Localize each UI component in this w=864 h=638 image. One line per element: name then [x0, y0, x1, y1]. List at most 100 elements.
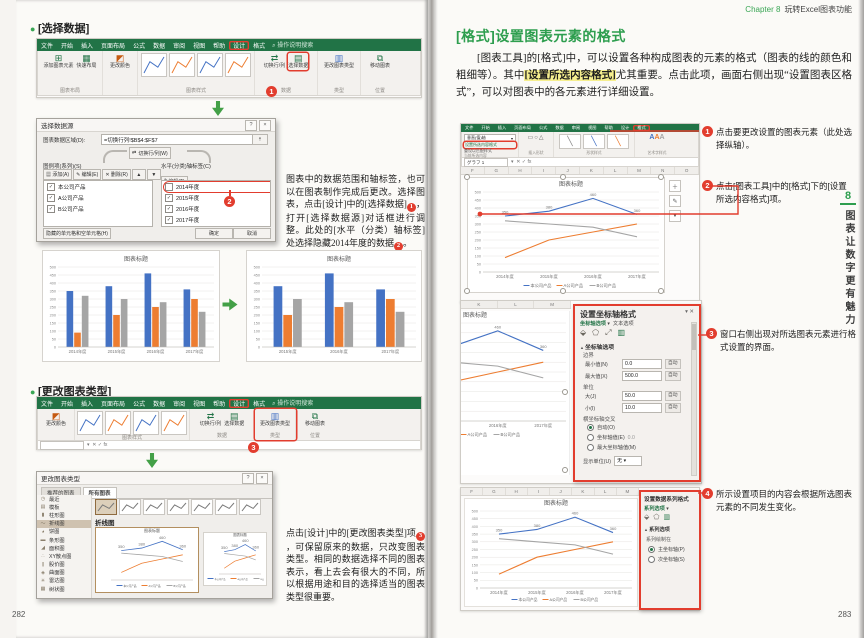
chart-type-item[interactable]: ⫼ 股价图: [37, 561, 91, 569]
list-item[interactable]: ✓ 2017年度: [162, 214, 270, 225]
ribbon-tab[interactable]: 插入: [81, 43, 94, 50]
column-header[interactable]: G: [485, 167, 509, 174]
column-header[interactable]: K: [461, 301, 498, 308]
panel-scrollbar[interactable]: [691, 322, 697, 476]
ribbon-tab[interactable]: 视图: [588, 125, 597, 130]
chart-preview-large[interactable]: 图表标题 350 380 460 360 本公司产品 A公司产品 B公司产品: [95, 527, 199, 593]
quick-layout-button[interactable]: ▦ 快速布局: [76, 53, 96, 70]
ribbon-tab[interactable]: 格式: [253, 43, 266, 50]
checkbox[interactable]: ✓: [165, 215, 173, 224]
selection-handle[interactable]: [560, 174, 566, 180]
cancel-button[interactable]: 取消: [233, 228, 271, 239]
chart-element-dropdown[interactable]: 垂直(值)轴 ▾: [464, 134, 516, 142]
checkbox[interactable]: ✓: [47, 204, 55, 213]
section-axis-options[interactable]: 坐标轴选项: [580, 342, 614, 351]
reorder-button[interactable]: ▲: [131, 169, 146, 180]
series-options-icon[interactable]: ▥: [663, 514, 671, 521]
list-item[interactable]: ✓ 2015年度: [162, 192, 270, 203]
list-item[interactable]: ✓ 2016年度: [162, 203, 270, 214]
fill-icon[interactable]: ⬙: [644, 514, 650, 521]
ribbon-tab[interactable]: 帮助: [213, 43, 226, 50]
radio-auto[interactable]: [587, 424, 594, 431]
select-data-button[interactable]: ▤ 选择数据: [224, 411, 244, 428]
ribbon-tab[interactable]: 开始: [481, 125, 490, 130]
selection-handle[interactable]: [560, 288, 566, 294]
ribbon-tab[interactable]: 设计: [229, 41, 249, 50]
column-header[interactable]: L: [604, 167, 628, 174]
column-header[interactable]: J: [556, 167, 580, 174]
tab-series-options[interactable]: 系列选项: [644, 506, 665, 512]
checkbox[interactable]: ✓: [47, 193, 55, 202]
add-chart-element-button[interactable]: ⊞ 添加图表元素: [43, 53, 73, 70]
switch-row-col-button[interactable]: ⇄ 切换行/列: [200, 411, 221, 428]
change-colors-button[interactable]: ◩ 更改颜色: [46, 411, 66, 428]
column-header[interactable]: N: [651, 167, 676, 174]
radio-axis-value[interactable]: [587, 434, 594, 441]
ribbon-tab[interactable]: 文件: [41, 401, 54, 408]
column-header[interactable]: F: [461, 488, 484, 495]
column-header[interactable]: H: [506, 488, 528, 495]
ribbon-tab[interactable]: 数据: [153, 43, 166, 50]
tab-axis-options[interactable]: 坐标轴选项: [580, 321, 606, 327]
max-auto-button[interactable]: 自动: [665, 371, 681, 381]
series-toolbar-button[interactable]: ✕ 删除(R): [102, 169, 131, 180]
selection-handle[interactable]: [464, 288, 470, 294]
selection-handle[interactable]: [562, 389, 568, 395]
radio-primary-axis[interactable]: [648, 546, 655, 553]
display-units-select[interactable]: 无 ▾: [613, 456, 642, 466]
panel-tabs[interactable]: 系列选项 ▾: [644, 506, 669, 512]
line-chart-selected-axis[interactable]: 0 50 100 150 200 250 300 350 400 450 500 图表标题 350 380…: [467, 177, 665, 293]
format-selection-button[interactable]: 设置所选内容格式: [464, 142, 516, 148]
checkbox[interactable]: ✓: [165, 193, 173, 202]
help-button[interactable]: ?: [245, 119, 257, 131]
effects-icon[interactable]: ⬠: [592, 328, 600, 337]
name-box[interactable]: グラフ 1: [464, 157, 508, 167]
shape-style-thumb[interactable]: ╲: [583, 134, 605, 149]
list-item[interactable]: ✓ B公司产品: [44, 203, 152, 214]
collapse-dialog-button[interactable]: ⇡: [252, 134, 268, 145]
ok-button[interactable]: 确定: [195, 228, 233, 239]
panel-tabs[interactable]: 坐标轴选项 ▾ 文本选项: [580, 321, 634, 327]
chart-style-thumbnail[interactable]: [105, 411, 131, 435]
radio-secondary-axis[interactable]: [648, 556, 655, 563]
ribbon-tab[interactable]: 开始: [61, 401, 74, 408]
list-item[interactable]: ✓ 本公司产品: [44, 181, 152, 192]
switch-row-col-dialog-button[interactable]: ⇄ 切换行/列(W): [129, 147, 171, 159]
column-header[interactable]: H: [509, 167, 533, 174]
hidden-cells-button[interactable]: 隐藏的单元格和空单元格(H): [43, 228, 111, 239]
ribbon-tab[interactable]: 文件: [465, 125, 474, 130]
column-header[interactable]: L: [498, 301, 535, 308]
column-header[interactable]: I: [532, 167, 557, 174]
ribbon-tab[interactable]: 插入: [497, 125, 507, 130]
ribbon-tab[interactable]: 审阅: [173, 401, 186, 408]
column-header[interactable]: K: [572, 488, 595, 495]
fill-icon[interactable]: ⬙: [580, 328, 587, 337]
major-input[interactable]: 50.0: [622, 391, 662, 401]
select-data-button[interactable]: ▤ 选择数据: [288, 53, 308, 70]
column-header[interactable]: G: [483, 488, 506, 495]
dialog-tab[interactable]: 所有图表: [82, 487, 117, 498]
column-header[interactable]: L: [595, 488, 617, 495]
shapes-icons[interactable]: ▭○△: [527, 135, 545, 141]
chart-type-item[interactable]: ◷ 最近: [37, 495, 91, 503]
chart-type-item[interactable]: ▮ 柱形图: [37, 511, 91, 519]
close-button[interactable]: ×: [259, 119, 271, 131]
wordart-icons[interactable]: AAA: [649, 134, 665, 141]
tab-text-options[interactable]: 文本选项: [612, 321, 634, 327]
ribbon-tab[interactable]: 设计: [620, 125, 630, 130]
column-header[interactable]: M: [628, 167, 652, 174]
change-chart-type-button[interactable]: ▥ 更改图表类型: [260, 411, 290, 428]
radio-axis-max[interactable]: [587, 444, 594, 451]
axis-options-icon[interactable]: ▥: [617, 328, 626, 337]
chart-style-thumbnail[interactable]: [197, 53, 223, 77]
size-icon[interactable]: ⤢: [605, 328, 612, 337]
chart-type-item[interactable]: 〜折线图: [37, 519, 91, 528]
chart-style-thumbnail[interactable]: [225, 53, 251, 77]
reorder-button[interactable]: ▼: [146, 169, 161, 180]
change-chart-type-button[interactable]: ▥ 更改图表类型: [324, 53, 354, 70]
ribbon-tab[interactable]: 审阅: [571, 125, 581, 130]
ribbon-tab[interactable]: 公式: [133, 43, 146, 50]
checkbox[interactable]: ✓: [165, 204, 173, 213]
minor-auto-button[interactable]: 自动: [665, 403, 681, 413]
